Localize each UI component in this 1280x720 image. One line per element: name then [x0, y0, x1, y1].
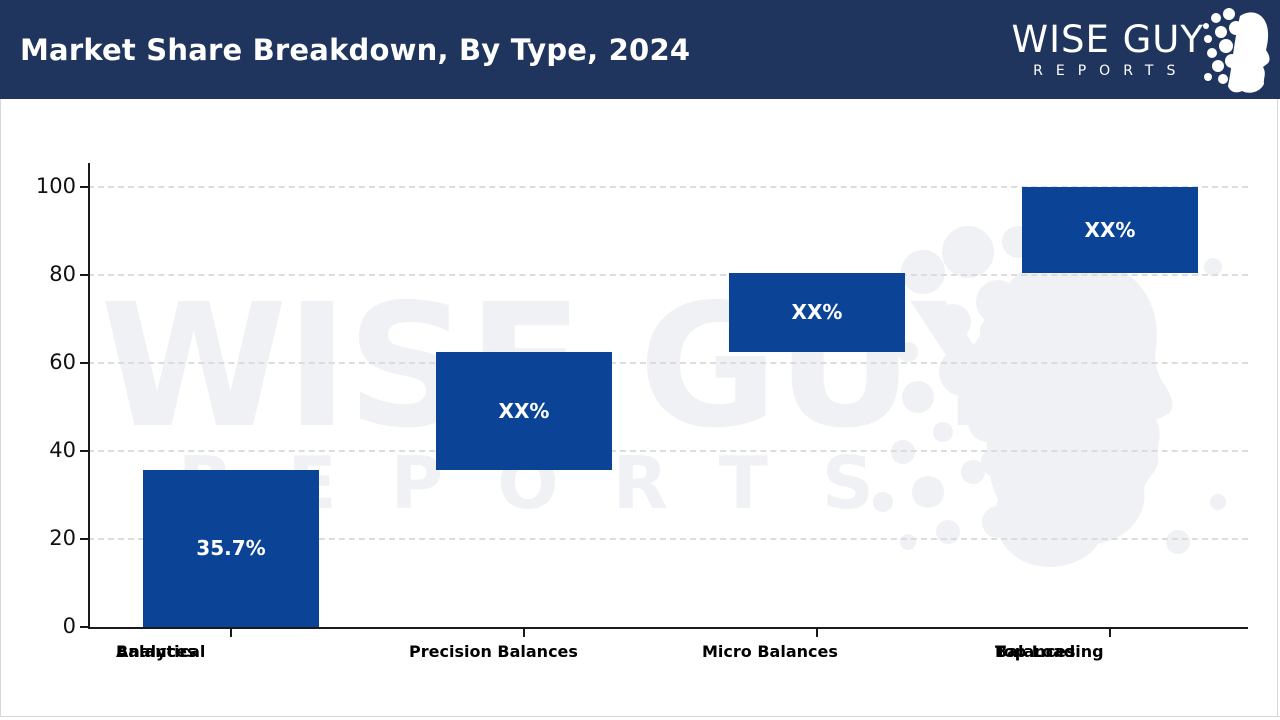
y-axis-tick	[80, 362, 88, 364]
x-tick-label-line: Top Loading	[995, 642, 1104, 661]
x-tick-label-line: Precision Balances	[409, 642, 578, 661]
x-axis-tick	[1109, 629, 1111, 637]
y-axis-spine	[88, 163, 90, 629]
x-tick-label-line: Analytical	[116, 642, 206, 661]
gridline	[88, 538, 1248, 540]
page-border-right	[1277, 99, 1278, 717]
bar-value-label: XX%	[1084, 217, 1136, 242]
y-tick-label: 40	[49, 438, 76, 462]
page-title: Market Share Breakdown, By Type, 2024	[20, 32, 691, 67]
brand-subname: REPORTS	[1033, 63, 1189, 79]
y-tick-label: 100	[35, 174, 76, 198]
y-axis-tick	[80, 274, 88, 276]
brand-name: WISE GUY	[1011, 18, 1204, 61]
gridline	[88, 274, 1248, 276]
bar-value-label: XX%	[498, 398, 550, 423]
x-axis-tick	[816, 629, 818, 637]
x-tick-label-line: Balances	[116, 642, 197, 661]
bar-value-label: XX%	[791, 300, 843, 325]
gridline	[88, 362, 1248, 364]
bar-value-label: 35.7%	[196, 536, 266, 561]
y-tick-label: 0	[62, 614, 76, 638]
x-axis-tick	[230, 629, 232, 637]
bar-precision-balances: XX%	[436, 352, 612, 470]
bar-top-loading-balances: XX%	[1022, 187, 1198, 273]
x-axis-tick	[523, 629, 525, 637]
bar-analytical-balances: 35.7%	[143, 469, 319, 627]
bar-micro-balances: XX%	[729, 272, 905, 352]
x-axis-spine	[88, 627, 1248, 629]
y-axis-tick	[80, 186, 88, 188]
waterfall-chart: 0 20 40 60 80 100 35.7% Analytical Balances XX% Pr…	[0, 99, 1280, 720]
page-border-left	[0, 99, 1, 717]
page-border-bottom	[0, 716, 1280, 717]
x-tick-label-line: Micro Balances	[702, 642, 838, 661]
y-axis-tick	[80, 626, 88, 628]
y-axis-tick	[80, 450, 88, 452]
brand-head-icon	[1203, 8, 1270, 93]
gridline	[88, 186, 1248, 188]
y-tick-label: 20	[49, 526, 76, 550]
x-tick-label-line: Balances	[995, 642, 1076, 661]
y-tick-label: 80	[49, 262, 76, 286]
brand-logo: WISE GUY REPORTS	[1012, 6, 1270, 94]
gridline	[88, 450, 1248, 452]
y-tick-label: 60	[49, 350, 76, 374]
y-axis-tick	[80, 538, 88, 540]
header: Market Share Breakdown, By Type, 2024 WI…	[0, 0, 1280, 99]
brand-logo-text: WISE GUY REPORTS	[1012, 20, 1204, 80]
